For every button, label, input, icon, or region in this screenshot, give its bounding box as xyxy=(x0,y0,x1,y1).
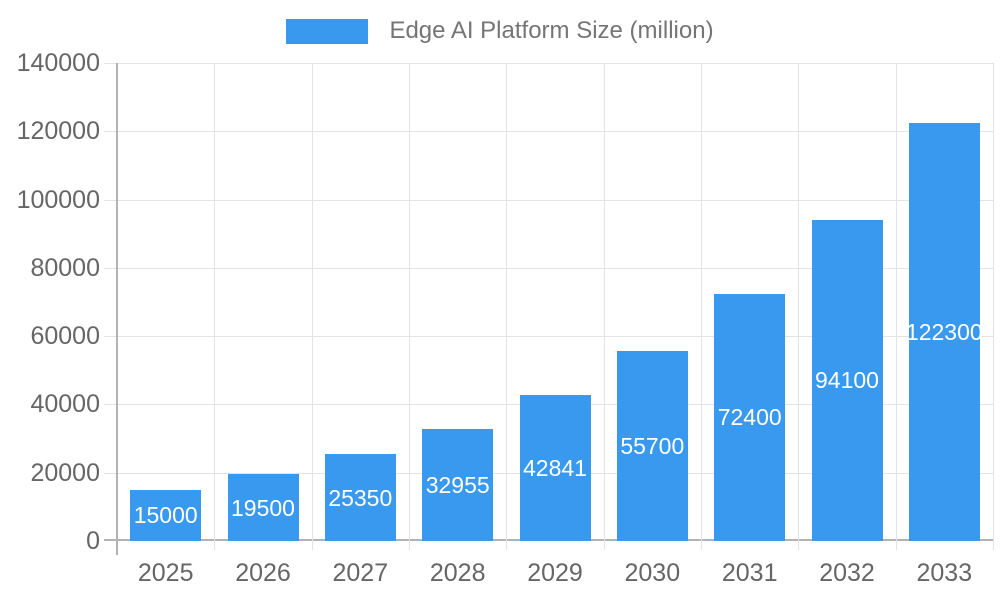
y-tick-label: 100000 xyxy=(16,186,100,214)
gridline-horizontal xyxy=(117,63,993,64)
gridline-vertical xyxy=(604,63,605,550)
bar-value-label: 55700 xyxy=(620,432,685,459)
bar-value-label: 15000 xyxy=(133,502,198,529)
bar[interactable] xyxy=(130,489,202,541)
bar-value-label: 122300 xyxy=(905,319,983,346)
y-axis-tick xyxy=(104,131,117,132)
legend-label: Edge AI Platform Size (million) xyxy=(389,17,714,44)
y-axis-tick xyxy=(104,473,117,474)
y-axis-tick xyxy=(104,404,117,405)
gridline-vertical xyxy=(701,63,702,550)
gridline-vertical xyxy=(214,63,215,550)
y-tick-label: 60000 xyxy=(30,322,100,350)
y-tick-label: 120000 xyxy=(16,117,100,145)
bar[interactable] xyxy=(227,474,299,541)
gridline-vertical xyxy=(506,63,507,550)
gridline-horizontal xyxy=(117,336,993,337)
bar[interactable] xyxy=(811,219,883,541)
y-tick-label: 140000 xyxy=(16,49,100,77)
bar[interactable] xyxy=(324,454,396,541)
x-tick-label: 2025 xyxy=(137,559,194,587)
gridline-vertical xyxy=(312,63,313,550)
y-axis-tick xyxy=(104,539,117,541)
x-tick-label: 2028 xyxy=(429,559,486,587)
legend-item[interactable]: Edge AI Platform Size (million) xyxy=(286,16,714,46)
x-tick-label: 2033 xyxy=(916,559,973,587)
gridline-vertical xyxy=(409,63,410,550)
legend-swatch xyxy=(286,18,369,44)
bar-value-label: 19500 xyxy=(231,494,295,521)
gridline-horizontal xyxy=(117,131,993,132)
y-axis-tick xyxy=(104,336,117,337)
y-tick-label: 40000 xyxy=(30,390,100,418)
y-axis-tick xyxy=(104,268,117,269)
y-axis-tick xyxy=(104,200,117,201)
gridline-horizontal xyxy=(117,200,993,201)
bar[interactable] xyxy=(422,428,494,541)
x-tick-label: 2029 xyxy=(527,559,583,587)
x-tick-label: 2027 xyxy=(332,559,389,587)
plot-area: 15000 19500 25350 32955 42841 55700 72400 94100… xyxy=(104,63,994,555)
x-tick-label: 2030 xyxy=(624,559,681,587)
y-tick-label: 80000 xyxy=(30,254,100,282)
gridline-vertical xyxy=(993,63,994,550)
y-axis-line xyxy=(116,63,118,555)
x-tick-label: 2032 xyxy=(819,559,875,587)
bar-value-label: 32955 xyxy=(425,471,490,498)
x-tick-label: 2031 xyxy=(721,559,778,587)
y-tick-label: 0 xyxy=(86,527,100,555)
bar-value-label: 25350 xyxy=(328,484,393,511)
gridline-horizontal xyxy=(117,268,993,269)
gridline-vertical xyxy=(896,63,897,550)
y-tick-label: 20000 xyxy=(30,459,100,487)
legend: Edge AI Platform Size (million) xyxy=(0,16,1000,46)
x-tick-label: 2026 xyxy=(235,559,291,587)
bar-value-label: 42841 xyxy=(523,454,587,481)
bar[interactable] xyxy=(519,394,591,541)
bar[interactable] xyxy=(616,350,688,541)
y-axis-tick xyxy=(104,63,117,64)
bar-value-label: 72400 xyxy=(717,404,782,431)
bar-value-label: 94100 xyxy=(815,367,879,394)
gridline-vertical xyxy=(798,63,799,550)
bar[interactable] xyxy=(908,123,980,541)
bar[interactable] xyxy=(714,293,786,541)
